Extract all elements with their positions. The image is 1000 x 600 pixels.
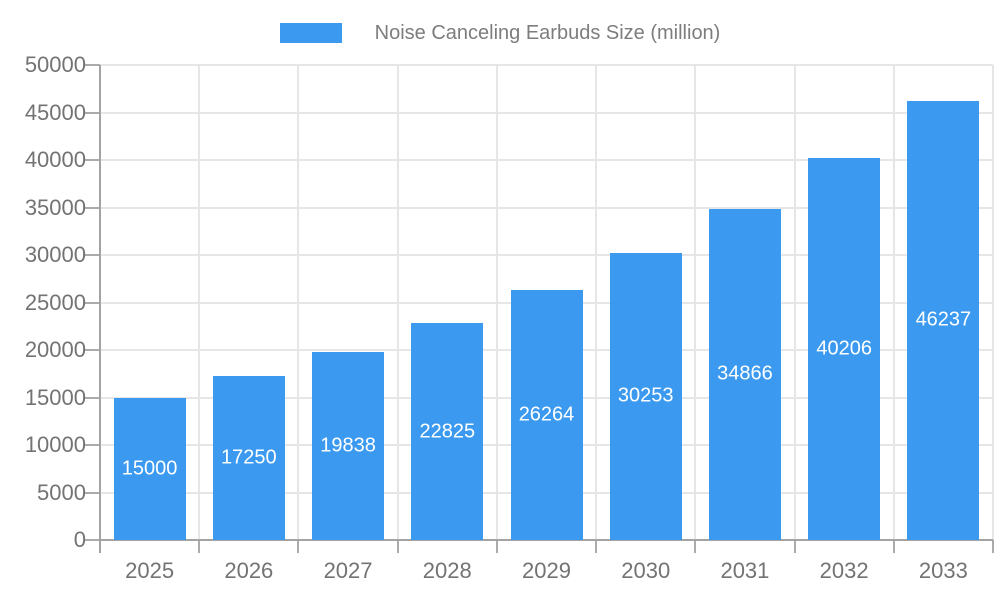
x-gridline [595,65,598,540]
x-gridline [396,65,399,540]
y-tick-mark [84,396,100,399]
y-tick-mark [84,111,100,114]
x-tick-mark [892,540,895,553]
x-gridline [992,65,994,540]
bar-value-label: 46237 [915,308,972,331]
x-tick-label: 2029 [522,558,571,583]
y-tick-label: 5000 [37,479,86,505]
x-tick-mark [793,540,796,553]
x-tick-label: 2032 [819,558,869,583]
x-tick-mark [992,540,994,553]
bar-2025[interactable]: 15000 [113,397,186,540]
y-tick-mark [84,539,100,541]
x-tick-label: 2028 [422,558,472,583]
y-tick-mark [84,159,100,161]
y-tick-label: 35000 [24,194,86,220]
y-gridline [100,254,993,256]
x-tick-label: 2026 [224,558,274,583]
bar-2029[interactable]: 26264 [510,290,583,540]
x-tick-label: 2031 [720,558,770,583]
legend-swatch-icon [279,23,342,43]
y-tick-label: 40000 [24,147,86,172]
x-tick-label: 2030 [621,558,671,583]
x-gridline [793,65,796,540]
bar-value-label: 17250 [221,446,277,469]
y-tick-label: 0 [73,527,86,552]
bar-2032[interactable]: 40206 [808,158,881,540]
y-tick-mark [84,64,100,66]
y-tick-label: 50000 [24,52,86,77]
y-tick-mark [84,349,100,351]
bar-2028[interactable]: 22825 [411,323,484,540]
x-gridline [892,65,895,540]
y-tick-mark [84,491,100,494]
bar-value-label: 15000 [121,457,178,480]
y-gridline [100,64,993,66]
x-tick-label: 2033 [918,558,968,583]
bar-value-label: 40206 [816,337,872,360]
x-gridline [198,65,201,540]
y-tick-label: 30000 [24,242,86,267]
x-gridline [495,65,498,540]
y-axis-line [99,65,101,553]
bar-value-label: 26264 [518,403,575,426]
y-tick-mark [84,444,100,446]
bar-value-label: 30253 [617,384,674,407]
x-tick-mark [595,540,598,553]
x-axis-line [99,539,993,541]
y-tick-label: 25000 [24,289,86,315]
bar-2026[interactable]: 17250 [212,376,285,540]
bar-2030[interactable]: 30253 [609,252,682,540]
y-gridline [100,111,993,114]
y-tick-mark [84,301,100,304]
x-tick-label: 2027 [323,558,373,583]
bar-2033[interactable]: 46237 [907,100,980,540]
x-gridline [694,65,697,540]
legend-label: Noise Canceling Earbuds Size (million) [374,21,721,44]
y-tick-mark [84,206,100,209]
bar-value-label: 19838 [320,434,376,457]
y-tick-label: 20000 [24,337,86,362]
y-tick-label: 15000 [24,384,86,410]
x-tick-mark [694,540,697,553]
x-gridline [297,65,300,540]
x-tick-label: 2025 [125,558,175,583]
y-gridline [100,159,993,161]
x-tick-mark [495,540,498,553]
x-tick-mark [297,540,300,553]
bar-value-label: 22825 [419,420,476,443]
x-tick-mark [198,540,201,553]
bar-2031[interactable]: 34866 [708,208,781,540]
x-tick-mark [396,540,399,553]
y-tick-mark [84,254,100,256]
y-tick-label: 45000 [24,99,86,125]
bar-value-label: 34866 [717,362,773,385]
y-gridline [100,206,993,209]
y-tick-label: 10000 [24,432,86,457]
bar-2027[interactable]: 19838 [312,351,385,540]
legend-item[interactable]: Noise Canceling Earbuds Size (million) [0,20,1000,46]
